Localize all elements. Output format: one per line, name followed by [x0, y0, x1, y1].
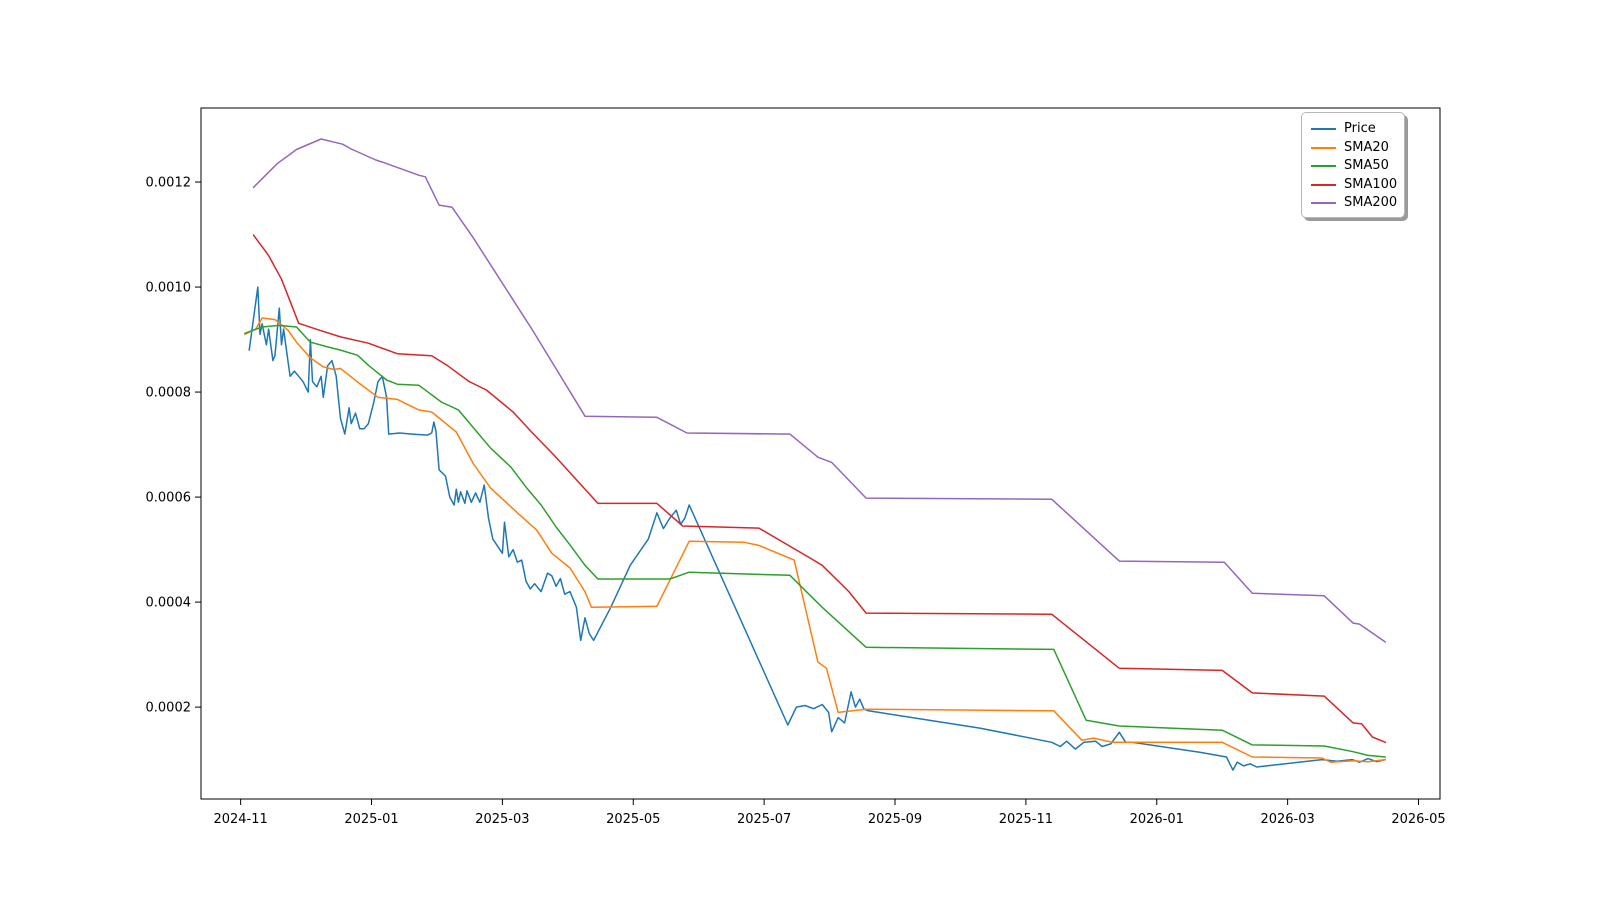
series-line-sma100	[252, 234, 1387, 744]
series-line-sma50	[244, 324, 1387, 758]
x-tick-label: 2025-11	[999, 812, 1053, 827]
x-tick-label: 2026-03	[1260, 812, 1314, 827]
x-tick-label: 2025-03	[475, 812, 529, 827]
legend-swatch-sma200	[1311, 202, 1336, 204]
legend-swatch-sma20	[1311, 146, 1336, 149]
x-tick-label: 2024-11	[213, 812, 267, 827]
series-line-price	[248, 286, 1387, 771]
legend-label-price: Price	[1344, 121, 1376, 136]
legend-item-sma50: SMA50	[1311, 157, 1396, 175]
legend-label-sma200: SMA200	[1344, 195, 1398, 210]
legend-label-sma50: SMA50	[1344, 158, 1389, 173]
series-line-sma200	[252, 138, 1387, 643]
x-tick-label: 2025-07	[737, 812, 791, 827]
legend-swatch-price	[1311, 128, 1336, 130]
series-line-sma20	[244, 317, 1387, 763]
y-tick-label: 0.0012	[146, 176, 192, 191]
legend: Price SMA20 SMA50 SMA100 SMA200	[1301, 112, 1405, 218]
legend-item-price: Price	[1311, 120, 1396, 138]
legend-label-sma100: SMA100	[1344, 176, 1398, 192]
legend-swatch-sma50	[1311, 165, 1336, 167]
y-tick-label: 0.0010	[146, 281, 192, 296]
y-tick-label: 0.0004	[146, 596, 192, 611]
x-tick-label: 2026-05	[1391, 812, 1445, 827]
y-tick-label: 0.0006	[146, 491, 192, 506]
x-tick-label: 2025-09	[868, 812, 922, 827]
legend-item-sma200: SMA200	[1311, 194, 1398, 212]
x-tick-label: 2025-01	[344, 812, 398, 827]
plot-border	[200, 107, 1441, 800]
legend-item-sma100: SMA100	[1311, 176, 1398, 194]
legend-label-sma20: SMA20	[1344, 139, 1389, 155]
y-tick-label: 0.0002	[146, 701, 192, 716]
x-tick-label: 2026-01	[1130, 812, 1184, 827]
y-tick-label: 0.0008	[146, 386, 192, 401]
legend-swatch-sma100	[1311, 183, 1336, 186]
legend-item-sma20: SMA20	[1311, 139, 1396, 157]
x-tick-label: 2025-05	[606, 812, 660, 827]
